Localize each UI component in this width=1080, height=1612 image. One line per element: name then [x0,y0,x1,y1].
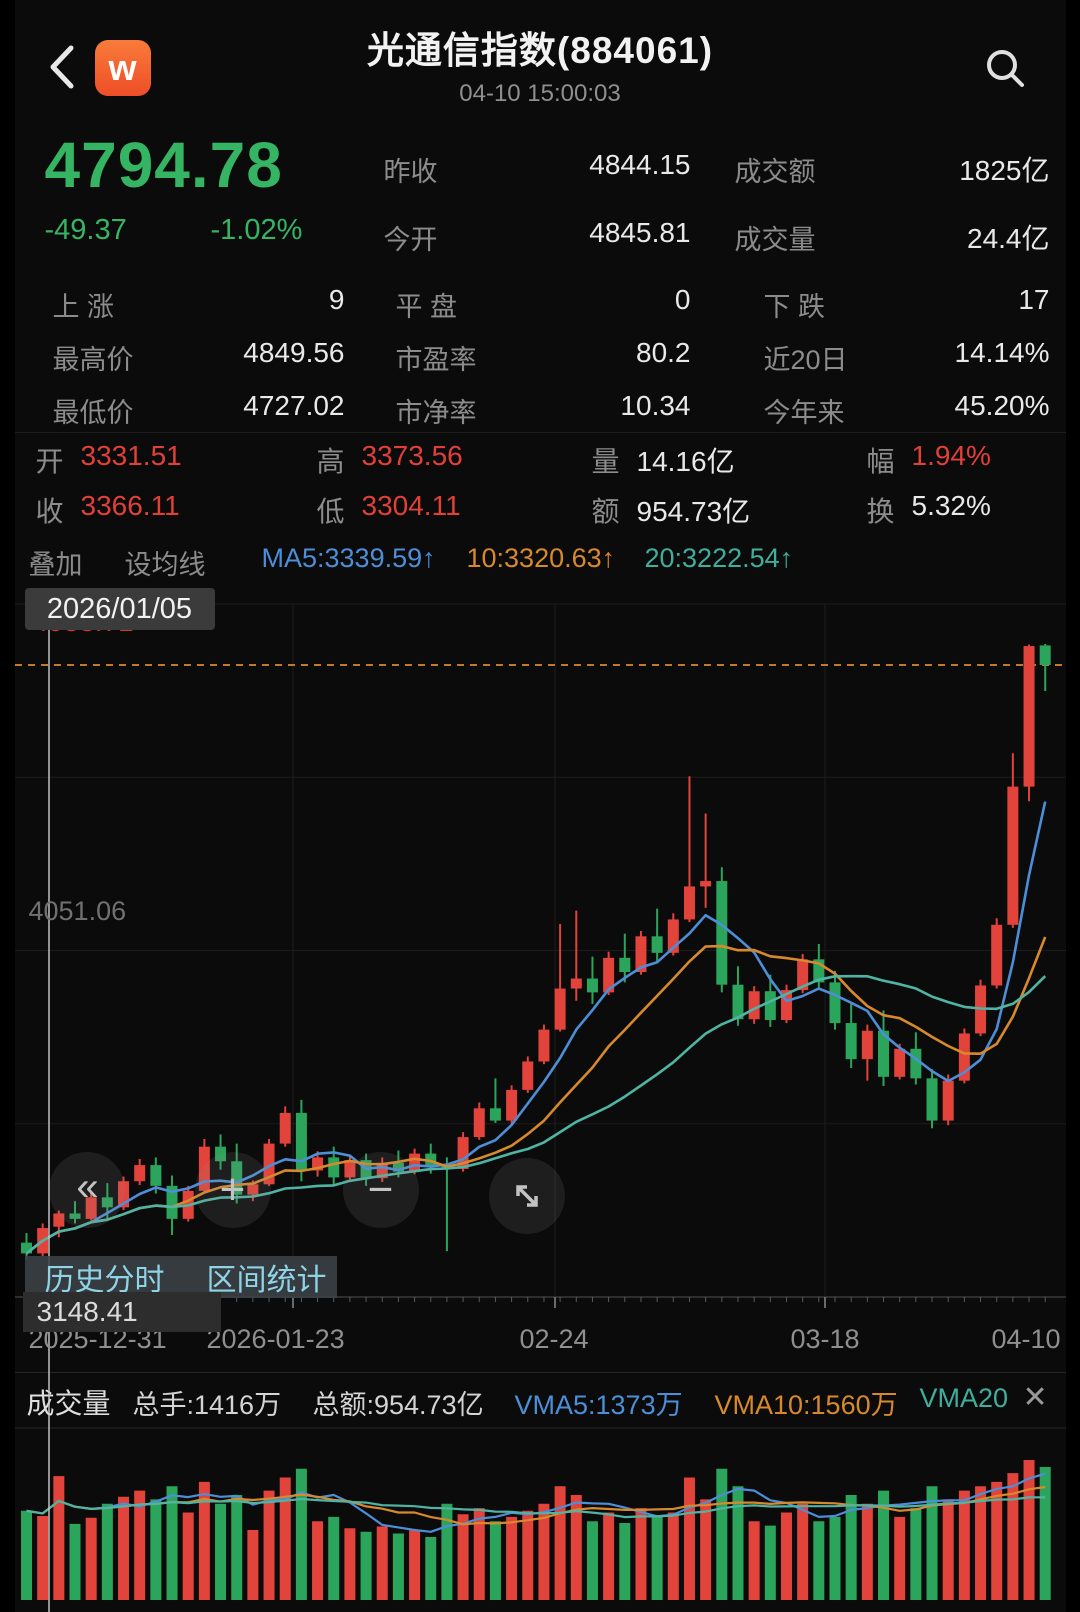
kline-amp-label: 幅 [866,446,895,477]
turnover-label: 成交额 [734,157,816,187]
quote-timestamp: 04-10 15:00:03 [459,80,621,107]
pb-value: 10.34 [620,390,691,421]
volume-bar-chart[interactable] [14,1425,1066,1612]
kline-amp-value: 1.94% [911,440,991,471]
rewind-icon: « [76,1164,98,1209]
total-amount: 总额:954.73亿 [312,1390,484,1420]
zoom-out-button[interactable]: − [342,1152,419,1228]
kline-turnover-rate-value: 5.32% [911,490,991,521]
x-tick-1: 2026-01-23 [206,1324,345,1354]
x-tick-3: 03-18 [790,1324,860,1354]
tab-history-intraday[interactable]: 历史分时 [44,1264,165,1297]
y-axis-mid-label: 4051.06 [28,896,127,926]
search-icon[interactable] [981,44,1029,92]
high-value: 4849.56 [243,337,345,368]
kline-vol-value: 14.16亿 [636,446,735,477]
decliners-label: 下 跌 [763,292,826,322]
ma10-value: 10:3320.63↑ [466,543,616,573]
ytd-label: 今年来 [763,398,845,428]
volume-value: 24.4亿 [967,223,1050,254]
expand-button[interactable] [488,1158,565,1234]
chart-tabs-bar: 历史分时 区间统计 [24,1256,337,1298]
x-tick-2: 02-24 [519,1324,589,1354]
turnover-value: 1825亿 [959,155,1050,186]
set-ma-button[interactable]: 设均线 [124,550,206,580]
zoom-in-icon: + [219,1165,246,1214]
kline-amount-label: 额 [591,496,620,527]
ma20-value: 20:3222.54↑ [644,543,794,573]
wind-app-logo[interactable]: w [94,40,151,96]
low-label: 最低价 [52,398,134,428]
pe-label: 市盈率 [395,345,477,375]
vma5-value: VMA5:1373万 [514,1390,683,1420]
kline-turnover-rate-label: 换 [866,496,895,527]
decliners-value: 17 [1018,284,1050,315]
kline-low-value: 3304.11 [361,490,461,521]
wind-logo-letter: w [108,47,137,88]
kline-open-label: 开 [35,446,64,477]
page-title: 光通信指数(884061) [366,30,714,71]
back-icon[interactable] [43,40,83,94]
price-change: -49.37 [44,214,127,246]
prev-close-value: 4844.15 [589,149,691,180]
total-hands: 总手:1416万 [132,1390,282,1420]
open-label: 今开 [383,225,438,255]
pe-value: 80.2 [636,337,691,368]
high-label: 最高价 [52,345,134,375]
last20d-value: 14.14% [954,337,1050,368]
kline-open-value: 3331.51 [80,440,182,471]
kline-close-value: 3366.11 [80,490,180,521]
kline-vol-label: 量 [591,446,620,477]
price-change-pct: -1.02% [210,214,303,246]
tab-range-stats[interactable]: 区间统计 [206,1264,327,1297]
volume-label: 成交量 [734,225,816,255]
section-divider [14,432,1066,433]
vma20-value: VMA20 [919,1383,1009,1413]
flat-label: 平 盘 [395,292,458,322]
rewind-button[interactable]: « [48,1152,125,1228]
flat-value: 0 [674,284,691,315]
open-value: 4845.81 [589,217,691,248]
pb-label: 市净率 [395,398,477,428]
ma5-value: MA5:3339.59↑ [261,543,436,573]
kline-low-label: 低 [316,496,345,527]
vma10-value: VMA10:1560万 [714,1390,898,1420]
app-screen: w 光通信指数(884061) 04-10 15:00:03 4794.78 -… [14,0,1066,1612]
crosshair-date-tooltip: 2026/01/05 [24,588,215,630]
volume-divider [14,1372,1066,1373]
ytd-value: 45.20% [954,390,1050,421]
kline-amount-value: 954.73亿 [636,496,751,527]
close-volume-icon[interactable]: ✕ [1022,1381,1048,1414]
last20d-label: 近20日 [763,345,848,375]
x-tick-4: 04-10 [991,1324,1061,1354]
advancers-label: 上 涨 [52,292,115,322]
kline-high-value: 3373.56 [361,440,463,471]
prev-close-label: 昨收 [383,157,438,187]
kline-high-label: 高 [316,446,345,477]
kline-close-label: 收 [35,496,64,527]
overlay-button[interactable]: 叠加 [28,550,83,580]
expand-icon [515,1185,538,1207]
volume-pane-title: 成交量 [26,1388,111,1419]
y-axis-min-label: 3148.41 [22,1292,221,1332]
low-value: 4727.02 [243,390,345,421]
zoom-in-button[interactable]: + [194,1152,271,1228]
crosshair-line [47,590,50,1612]
zoom-out-icon: − [367,1165,394,1214]
advancers-value: 9 [328,284,345,315]
last-price: 4794.78 [44,129,283,201]
